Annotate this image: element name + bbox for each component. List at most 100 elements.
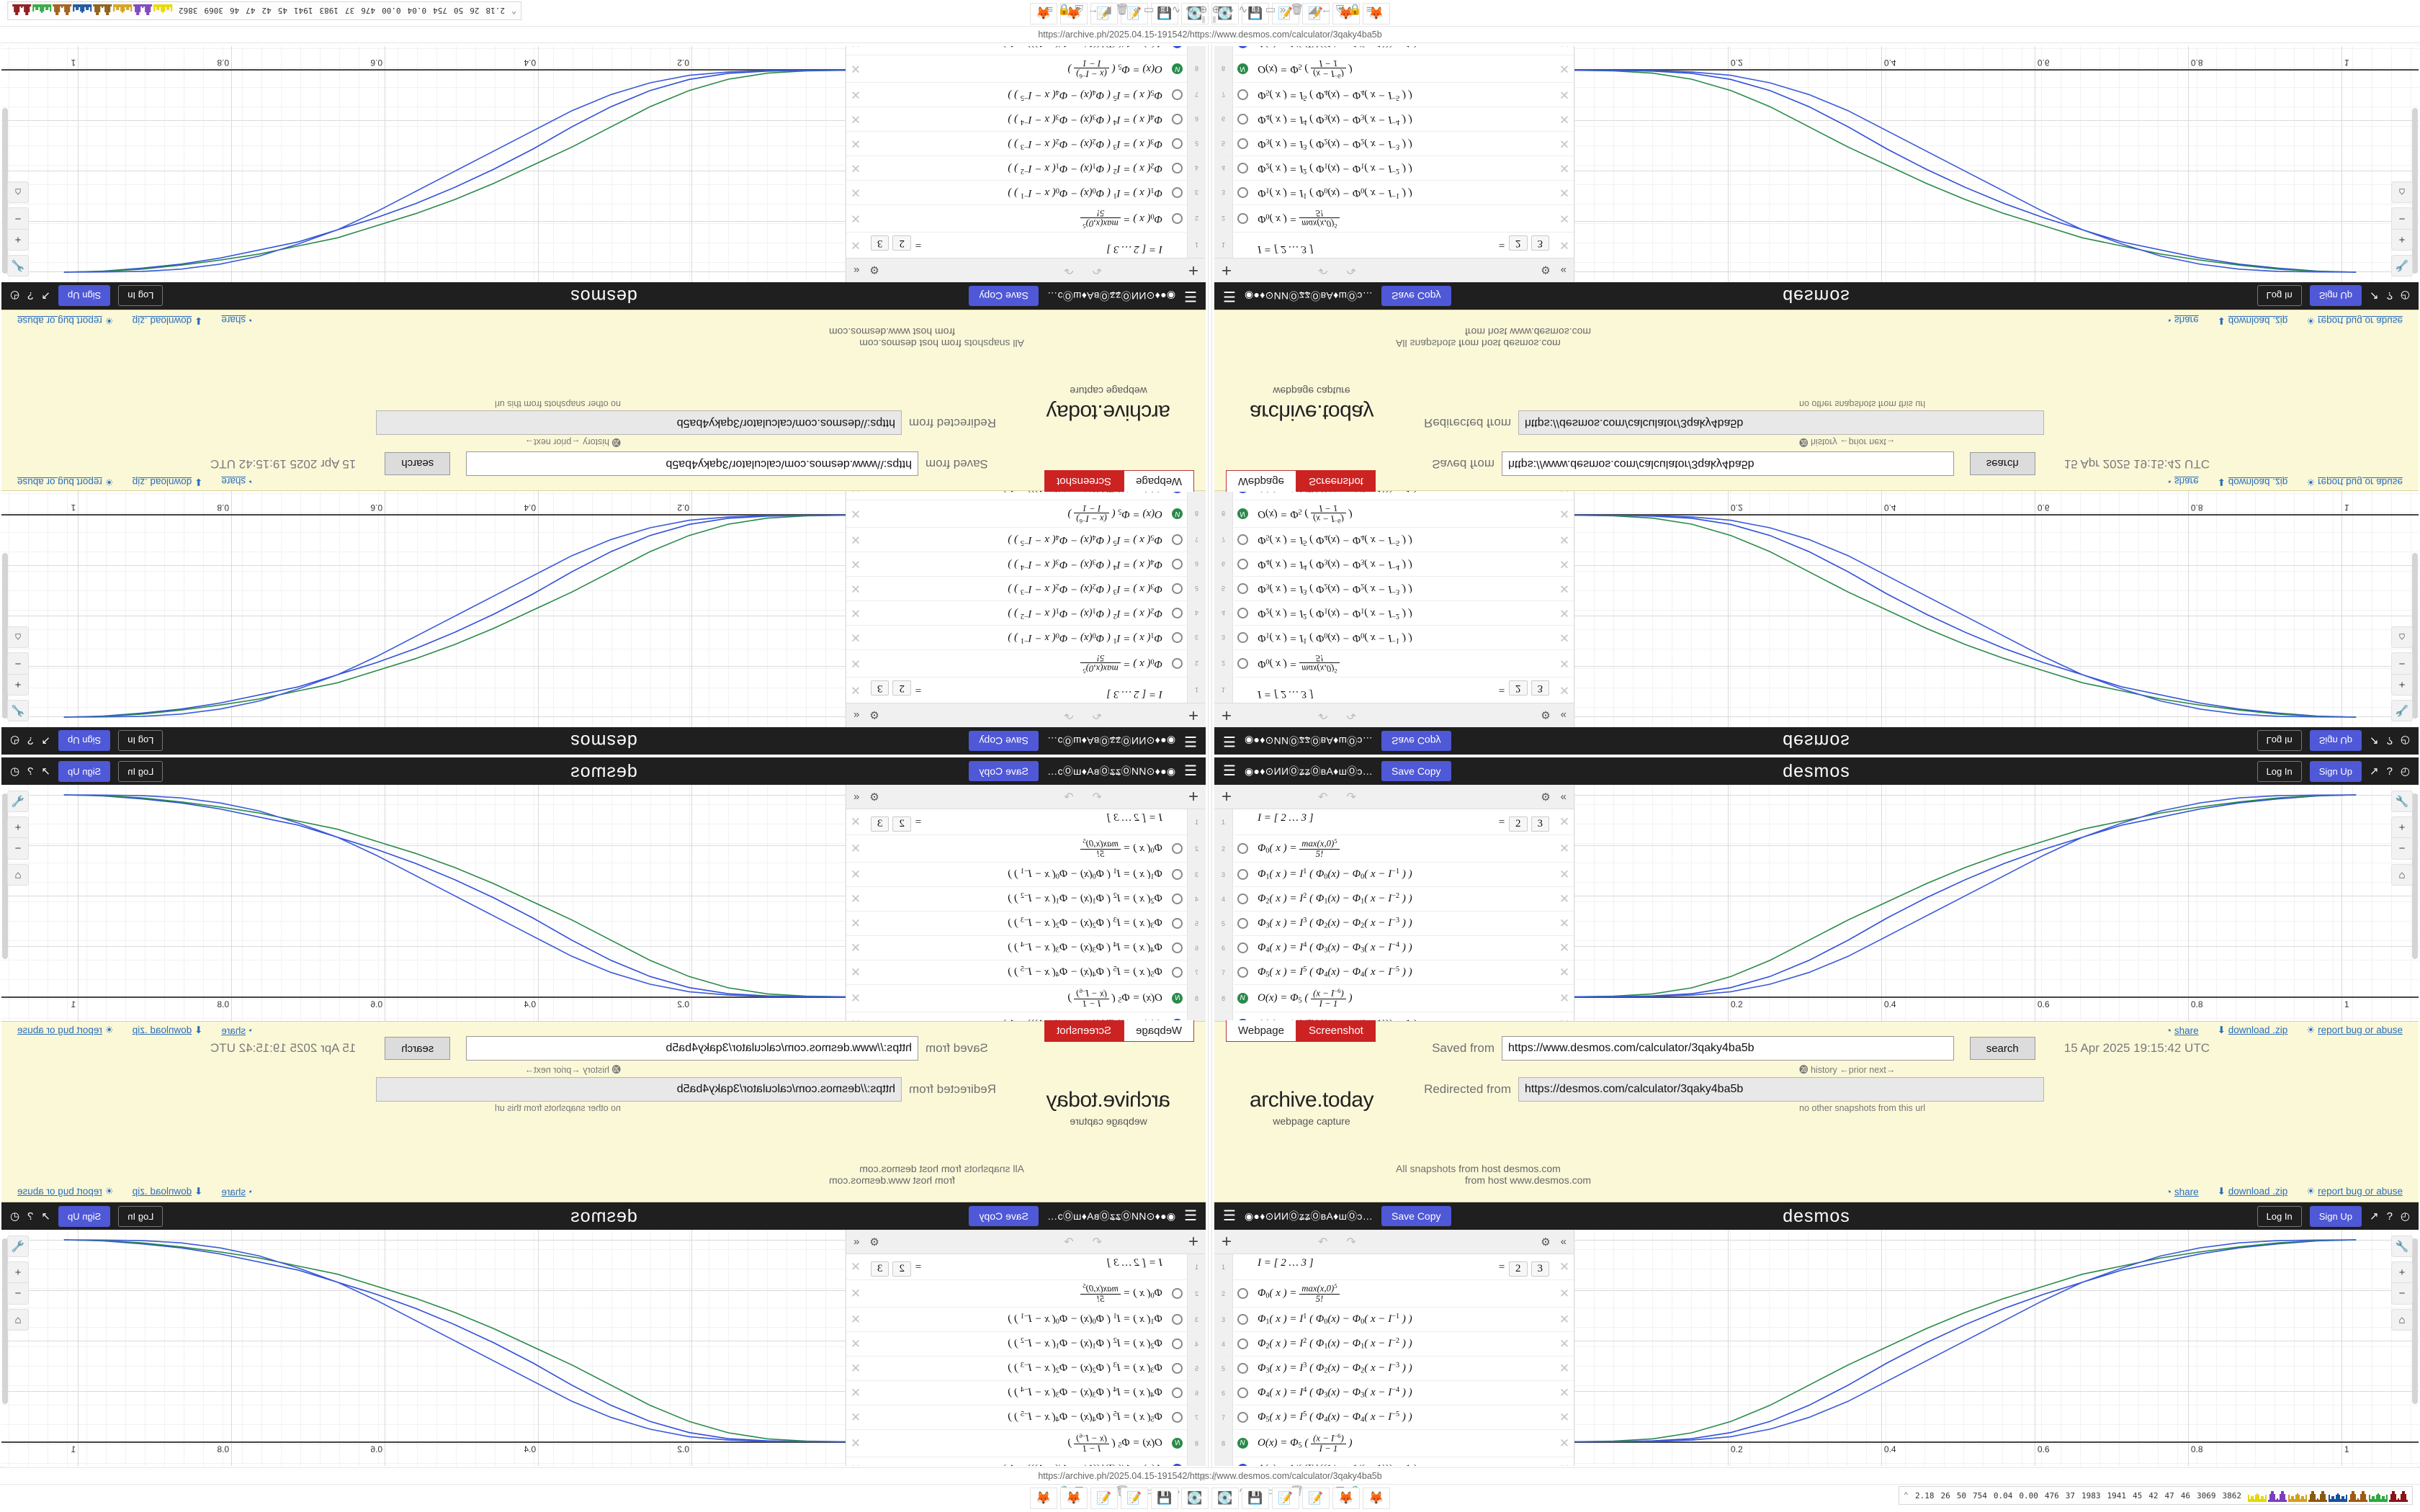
hamburger-icon[interactable]: ☰ (1223, 1208, 1236, 1224)
expression-math[interactable]: Φ4( x ) = I4 ( Φ3(x) − Φ3( x − I−4 ) ) (1008, 1386, 1162, 1400)
save-copy-button[interactable]: Save Copy (1381, 1206, 1451, 1226)
expression-row[interactable]: 3 Φ1( x ) = I1 ( Φ0(x) − Φ0( x − I−1 ) ) ✕ (1214, 179, 1574, 204)
expression-row[interactable]: 3 Φ1( x ) = I1 ( Φ0(x) − Φ0( x − I−1 ) ) ✕ (846, 1308, 1206, 1333)
expression-visibility-toggle[interactable] (1172, 138, 1183, 149)
expression-marker[interactable] (1168, 113, 1187, 125)
globe-icon[interactable]: ⊕ (1211, 4, 1222, 16)
hamburger-icon[interactable]: ☰ (1223, 763, 1236, 779)
expression-marker[interactable] (1233, 1314, 1252, 1326)
expression-list[interactable]: 1 I = [ 2 … 3 ] = 2 3 ✕ 2 Φ0( x ) = max(x,0)5 5… (1214, 46, 1574, 258)
archive-links-top[interactable]: ◔ share ⬇ download .zip ☀ report bug or ab… (2166, 476, 2403, 488)
expression-visibility-toggle[interactable] (1237, 1387, 1248, 1399)
expression-panel[interactable]: + ↶ ↷ ⚙ « 1 I = [ 2 … 3 ] = 2 3 ✕ 2 Φ0( x ) = max(x… (1214, 1230, 1574, 1466)
globe-icon[interactable]: ⊕ (1158, 4, 1168, 16)
expression-math[interactable]: O(x) = Φ5 ( (x − I−6) I − 1 ) (1258, 987, 1353, 1009)
download-link-bottom[interactable]: ⬇ download .zip (132, 1186, 203, 1197)
expression-row[interactable]: 7 Φ5( x ) = I5 ( Φ4(x) − Φ4( x − I−5 ) ) ✕ (1214, 81, 1574, 107)
expression-math[interactable]: A(x) = 1/( (I)^((1/x + 1/(x−1))) + 1 ) (1252, 1015, 1555, 1021)
expression-delete-icon[interactable]: ✕ (1559, 606, 1570, 621)
save-copy-button[interactable]: Save Copy (969, 286, 1039, 306)
expression-visibility-toggle[interactable]: N (1172, 1438, 1183, 1449)
expression-row[interactable]: 3 Φ1( x ) = I1 ( Φ0(x) − Φ0( x − I−1 ) ) ✕ (1214, 863, 1574, 888)
expression-delete-icon[interactable]: ✕ (850, 965, 861, 979)
expression-row[interactable]: 2 Φ0( x ) = max(x,0)5 5! ✕ (846, 835, 1206, 863)
expression-marker[interactable] (1168, 89, 1187, 100)
expression-marker[interactable]: N (1233, 63, 1252, 74)
expression-marker[interactable] (1168, 1387, 1187, 1399)
expression-math[interactable]: Φ0( x ) = max(x,0)5 5! (865, 205, 1168, 232)
undo-button[interactable]: ↶ (1092, 1236, 1102, 1248)
expression-marker[interactable] (1233, 558, 1252, 570)
add-expression-button[interactable]: + (1188, 706, 1198, 726)
history-nav[interactable]: ⓴ history ←prior next→ (1799, 437, 1896, 447)
url-bar-bottom[interactable]: https://archive.ph/2025.04.15-191542/htt… (0, 1467, 2420, 1485)
taskbar-item-floppy-pa[interactable]: 💾 (1151, 3, 1178, 24)
expression-row[interactable]: 1 I = [ 2 … 3 ] = 2 3 ✕ (846, 232, 1206, 258)
expression-marker[interactable] (1233, 918, 1252, 930)
shield-icon[interactable]: ⛨ (1075, 3, 1085, 16)
expression-panel[interactable]: + ↶ ↷ ⚙ « 1 I = [ 2 … 3 ] = 2 3 ✕ 2 Φ0( x ) = max(x… (1214, 491, 1574, 727)
taskbar-item-firefox[interactable]: 🦊 (1363, 3, 1390, 24)
expression-delete-icon[interactable]: ✕ (850, 88, 861, 102)
taskbar-item-firefox[interactable]: 🦊 (1060, 1488, 1088, 1509)
archive-links-top[interactable]: ◔ share ⬇ download .zip ☀ report bug or ab… (17, 476, 254, 488)
page-mirror-bottom-left[interactable]: ☰ ◉●♦⊙ИИⓄʑʑⓄʙА♦шⓄɔ… Save Copy desmos Log In S… (0, 756, 1210, 1467)
tab-webpage[interactable]: Webpage (1124, 1020, 1194, 1042)
expression-delete-icon[interactable]: ✕ (850, 1436, 861, 1450)
graph-canvas[interactable]: 0.2 0.4 0.6 0.8 1 🔧 + − ⌂ (1574, 491, 2419, 727)
wrench-icon[interactable]: 🔧 (7, 791, 29, 812)
expression-row[interactable]: 4 Φ2( x ) = I2 ( Φ1(x) − Φ1( x − I−2 ) ) ✕ (1214, 600, 1574, 625)
expression-visibility-toggle[interactable] (1172, 967, 1183, 978)
expression-visibility-toggle[interactable] (1237, 582, 1248, 594)
desmos-app[interactable]: ☰ ◉●♦⊙ИИⓄʑʑⓄʙА♦шⓄɔ… Save Copy desmos Log In S… (1214, 491, 2419, 755)
url-bar-top[interactable]: https://archive.ph/2025.04.15-191542/htt… (0, 26, 2420, 43)
desmos-app[interactable]: ☰ ◉●♦⊙ИИⓄʑʑⓄʙА♦шⓄɔ… Save Copy desmos Log In S… (1, 757, 1206, 1021)
expression-visibility-toggle[interactable] (1237, 657, 1248, 669)
expression-visibility-toggle[interactable] (1172, 89, 1183, 100)
expression-visibility-toggle[interactable]: N (1237, 508, 1248, 519)
expression-list[interactable]: 1 I = [ 2 … 3 ] = 2 3 ✕ 2 Φ0( x ) = max(x,0)5 5… (1214, 1254, 1574, 1466)
hamburger-icon[interactable]: ☰ (1184, 733, 1197, 749)
help-icon[interactable]: ? (2386, 1210, 2393, 1223)
undo-button[interactable]: ↶ (1092, 708, 1102, 721)
hamburger-icon[interactable]: ☰ (1223, 733, 1236, 749)
search-button[interactable]: search (1969, 1037, 2035, 1060)
expression-row[interactable]: 3 Φ1( x ) = I1 ( Φ0(x) − Φ0( x − I−1 ) ) ✕ (846, 624, 1206, 649)
history-nav[interactable]: ⓴ history ←prior next→ (1799, 1065, 1896, 1075)
expression-math[interactable]: Φ0( x ) = max(x,0)5 5! (1252, 205, 1555, 232)
expression-visibility-toggle[interactable] (1172, 942, 1183, 954)
expression-row[interactable]: 3 Φ1( x ) = I1 ( Φ0(x) − Φ0( x − I−1 ) ) ✕ (1214, 624, 1574, 649)
help-icon[interactable]: ? (27, 734, 34, 747)
expression-marker[interactable] (1168, 967, 1187, 978)
save-copy-button[interactable]: Save Copy (969, 731, 1039, 751)
home-icon[interactable]: ⌂ (7, 1309, 29, 1331)
expression-marker[interactable] (1168, 558, 1187, 570)
home-icon[interactable]: ⌂ (2391, 864, 2413, 886)
expression-row[interactable]: 8 N O(x) = Φ5 ( (x − I−6) I − 1 ) ✕ (846, 985, 1206, 1013)
expression-visibility-toggle[interactable] (1237, 843, 1248, 855)
home-icon[interactable]: ⌂ (7, 181, 29, 203)
expression-panel[interactable]: + ↶ ↷ ⚙ « 1 I = [ 2 … 3 ] = 2 3 ✕ 2 Φ0( x ) = max(x… (1214, 46, 1574, 282)
expression-delete-icon[interactable]: ✕ (1559, 161, 1570, 176)
expression-visibility-toggle[interactable] (1237, 186, 1248, 198)
trash-icon[interactable]: 🗑 (1115, 4, 1130, 16)
expression-math[interactable]: Φ3( x ) = I3 ( Φ2(x) − Φ2( x − I−3 ) ) (1258, 137, 1412, 150)
share-link-bottom[interactable]: ◔ share (221, 315, 255, 326)
expression-row[interactable]: 8 N O(x) = Φ5 ( (x − I−6) I − 1 ) ✕ (846, 54, 1206, 82)
clock-icon[interactable]: ◴ (2400, 765, 2410, 778)
graph-controls[interactable]: 🔧 + − ⌂ (2391, 181, 2413, 276)
expression-math[interactable]: O(x) = Φ5 ( (x − I−6) I − 1 ) (1067, 58, 1163, 80)
expression-row[interactable]: 8 N O(x) = Φ5 ( (x − I−6) I − 1 ) ✕ (846, 499, 1206, 527)
expression-marker[interactable] (1168, 212, 1187, 224)
expression-math[interactable]: Φ1( x ) = I1 ( Φ0(x) − Φ0( x − I−1 ) ) (1008, 1313, 1162, 1326)
graph-canvas[interactable]: 0.2 0.4 0.6 0.8 1 🔧 + − ⌂ (1574, 1230, 2419, 1466)
expression-math[interactable]: Φ0( x ) = max(x,0)5 5! (865, 650, 1168, 677)
hamburger-icon[interactable]: ☰ (1184, 1208, 1197, 1224)
settings-icon[interactable]: ≡ (1047, 3, 1054, 16)
wrench-icon[interactable]: 🔧 (7, 700, 29, 721)
arrow-right-icon[interactable]: → (1088, 3, 1100, 16)
expression-row[interactable]: 6 Φ4( x ) = I4 ( Φ3(x) − Φ3( x − I−4 ) ) ✕ (846, 551, 1206, 576)
expression-marker[interactable] (1233, 967, 1252, 978)
expression-marker[interactable] (1233, 534, 1252, 545)
